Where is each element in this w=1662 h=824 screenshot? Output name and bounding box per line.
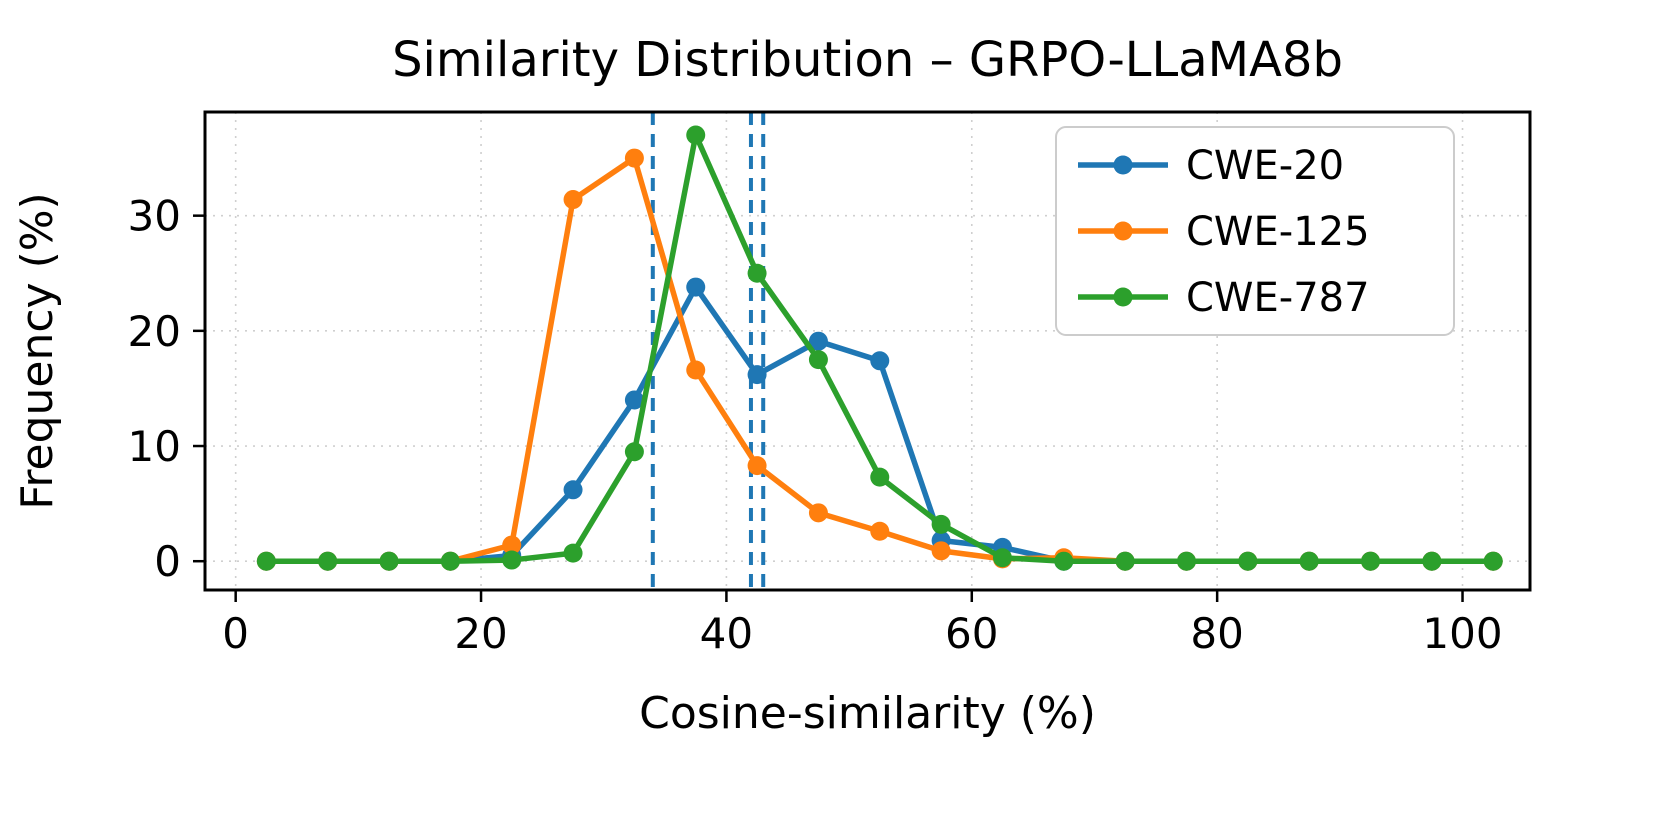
series-marker-CWE-787: [686, 125, 706, 145]
chart-title: Similarity Distribution – GRPO-LLaMA8b: [392, 32, 1343, 88]
series-marker-CWE-125: [563, 190, 583, 210]
series-marker-CWE-125: [686, 360, 706, 380]
series-marker-CWE-125: [870, 521, 890, 541]
series-marker-CWE-787: [1176, 551, 1196, 571]
series-marker-CWE-787: [1054, 551, 1074, 571]
series-marker-CWE-787: [379, 551, 399, 571]
x-tick-label: 0: [222, 609, 249, 658]
legend-marker-sample: [1113, 221, 1133, 241]
legend-label: CWE-125: [1186, 209, 1370, 255]
series-marker-CWE-20: [808, 331, 828, 351]
series-marker-CWE-787: [256, 551, 276, 571]
legend-marker-sample: [1113, 155, 1133, 175]
legend-label: CWE-787: [1186, 275, 1370, 321]
y-axis-label: Frequency (%): [12, 192, 63, 509]
series-marker-CWE-787: [931, 514, 951, 534]
x-tick-label: 60: [945, 609, 998, 658]
series-marker-CWE-787: [1483, 551, 1503, 571]
series-marker-CWE-787: [624, 442, 644, 462]
series-marker-CWE-787: [502, 550, 522, 570]
x-axis-label: Cosine-similarity (%): [639, 688, 1096, 739]
legend: CWE-20 CWE-125 CWE-787: [1055, 126, 1455, 336]
series-marker-CWE-787: [1115, 551, 1135, 571]
series-marker-CWE-787: [747, 263, 767, 283]
series-marker-CWE-787: [1299, 551, 1319, 571]
legend-label: CWE-20: [1186, 143, 1344, 189]
series-marker-CWE-20: [686, 277, 706, 297]
series-marker-CWE-787: [440, 551, 460, 571]
x-tick-label: 100: [1422, 609, 1502, 658]
plot-frame: [203, 110, 1532, 592]
series-marker-CWE-125: [502, 535, 522, 555]
series-marker-CWE-125: [808, 503, 828, 523]
y-tick-label: 10: [128, 422, 181, 471]
y-tick-label: 20: [128, 307, 181, 356]
series-marker-CWE-787: [318, 551, 338, 571]
x-tick-label: 20: [454, 609, 507, 658]
series-marker-CWE-787: [1361, 551, 1381, 571]
series-marker-CWE-20: [563, 480, 583, 500]
series-marker-CWE-787: [870, 467, 890, 487]
x-tick-label: 40: [700, 609, 753, 658]
legend-marker-sample: [1113, 287, 1133, 307]
series-marker-CWE-787: [563, 543, 583, 563]
series-marker-CWE-787: [1422, 551, 1442, 571]
series-marker-CWE-125: [931, 541, 951, 561]
series-marker-CWE-787: [992, 548, 1012, 568]
series-marker-CWE-125: [624, 148, 644, 168]
series-marker-CWE-20: [870, 351, 890, 371]
series-marker-CWE-20: [747, 365, 767, 385]
y-tick-label: 30: [128, 192, 181, 241]
series-marker-CWE-787: [808, 350, 828, 370]
y-tick-label: 0: [154, 537, 181, 586]
x-tick-label: 80: [1190, 609, 1243, 658]
legend-box: [1055, 126, 1455, 336]
series-marker-CWE-20: [624, 390, 644, 410]
series-marker-CWE-125: [747, 456, 767, 476]
series-marker-CWE-787: [1238, 551, 1258, 571]
